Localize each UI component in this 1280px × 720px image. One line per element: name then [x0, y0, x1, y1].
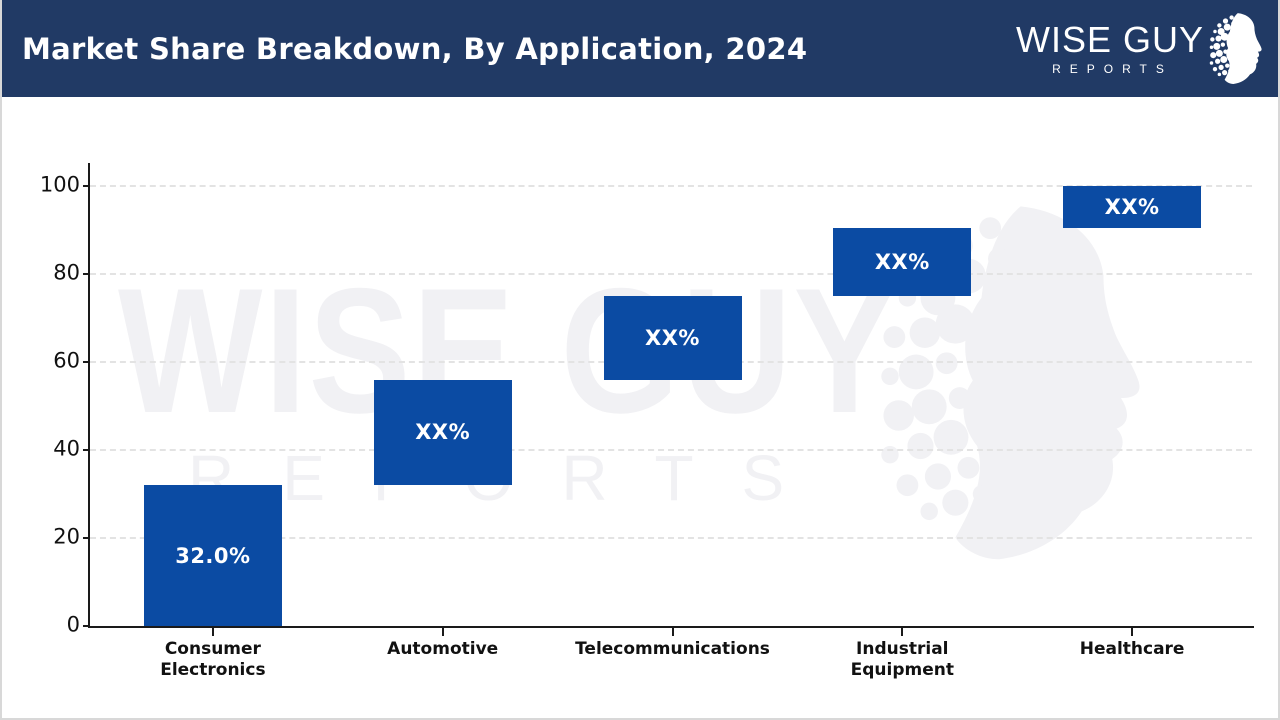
- x-category-label: Healthcare: [1079, 639, 1185, 659]
- gridline-20: [90, 537, 1252, 539]
- bar-value-label: XX%: [645, 325, 700, 350]
- y-tick-mark: [83, 449, 90, 451]
- bar-telecommunications: XX%: [603, 296, 742, 380]
- gridline-80: [90, 273, 1252, 275]
- x-tick-mark: [1131, 628, 1134, 636]
- x-tick-mark: [671, 628, 674, 636]
- y-tick-label: 0: [66, 612, 80, 637]
- y-tick-mark: [83, 625, 90, 627]
- bar-value-label: XX%: [874, 249, 930, 274]
- bar-industrial-equipment: XX%: [833, 227, 972, 296]
- bar-value-label: XX%: [415, 420, 471, 445]
- logo-subtext: REPORTS: [1052, 61, 1173, 76]
- y-tick-mark: [83, 361, 90, 363]
- gridline-40: [90, 449, 1252, 451]
- y-tick-label: 60: [53, 348, 80, 373]
- y-tick-mark: [83, 185, 90, 187]
- header-band: Market Share Breakdown, By Application, …: [2, 0, 1278, 97]
- wise-guy-logo: WISE GUY REPORTS: [1016, 10, 1264, 88]
- y-axis-line: [88, 163, 90, 628]
- bar-healthcare: XX%: [1063, 186, 1202, 228]
- logo-wordmark: WISE GUY: [1015, 18, 1204, 60]
- bar-consumer-electronics: 32.0%: [143, 485, 282, 626]
- y-tick-label: 20: [53, 524, 80, 549]
- y-tick-label: 100: [39, 172, 80, 197]
- x-axis-line: [88, 626, 1254, 628]
- y-tick-mark: [83, 273, 90, 275]
- x-tick-mark: [901, 628, 904, 636]
- x-category-label: Telecommunications: [575, 639, 770, 659]
- y-tick-mark: [83, 537, 90, 539]
- x-category-label: Industrial Equipment: [850, 639, 954, 680]
- y-tick-label: 40: [53, 436, 80, 461]
- x-category-label: Consumer Electronics: [160, 639, 266, 680]
- x-tick-mark: [441, 628, 444, 636]
- y-tick-label: 80: [53, 260, 80, 285]
- x-category-label: Automotive: [387, 639, 499, 659]
- bar-value-label: 32.0%: [175, 543, 251, 568]
- gridline-100: [90, 185, 1252, 187]
- bar-automotive: XX%: [373, 379, 512, 486]
- x-tick-mark: [211, 628, 214, 636]
- chart-title: Market Share Breakdown, By Application, …: [22, 31, 808, 66]
- bar-value-label: XX%: [1104, 194, 1160, 219]
